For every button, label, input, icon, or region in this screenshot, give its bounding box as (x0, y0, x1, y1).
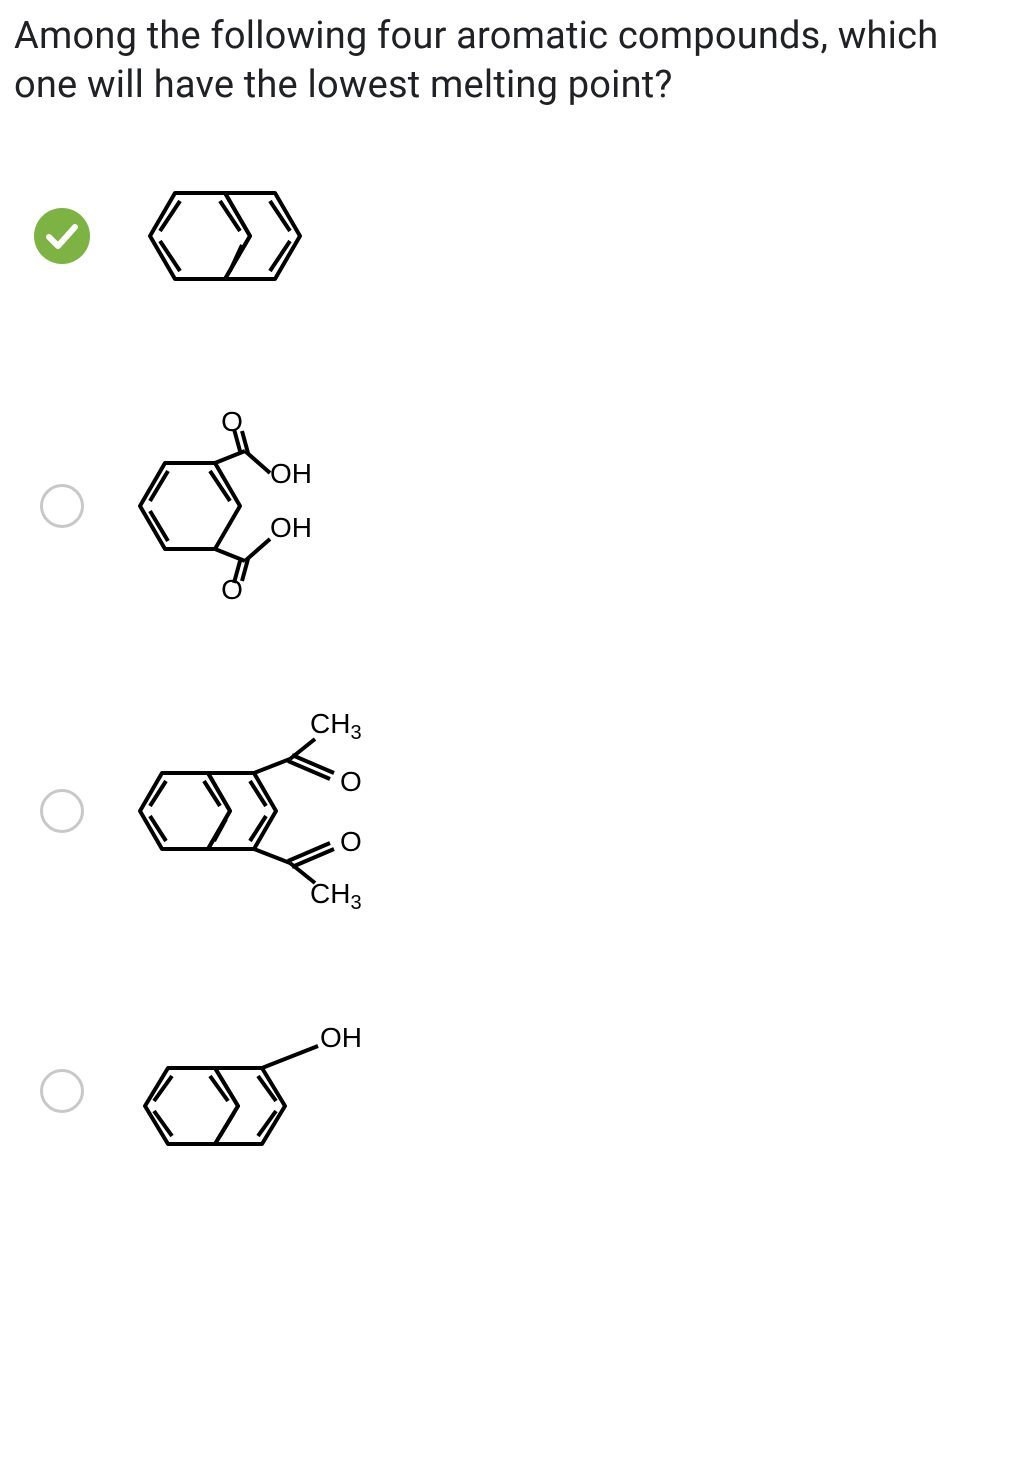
structure-naphthol: OH (120, 1021, 400, 1161)
option-naphthol[interactable]: OH (34, 1021, 1010, 1161)
option-naphthalene[interactable] (34, 171, 1010, 301)
structure-naphthalene (120, 171, 340, 301)
correct-indicator (34, 208, 90, 264)
structure-phthalic-acid: O OH OH O (120, 411, 360, 601)
options-list: O OH OH O (14, 171, 1010, 1161)
radio-empty-icon (40, 1069, 84, 1113)
option-phthalic-acid[interactable]: O OH OH O (34, 411, 1010, 601)
question-text: Among the following four aromatic compou… (14, 12, 1010, 111)
radio-indicator (34, 783, 90, 839)
structure-naphthalene-diacetyl: CH3 O O CH3 (120, 711, 420, 911)
label-oh: OH (320, 1022, 362, 1053)
label-o-top-r: O (340, 766, 362, 797)
label-o-top: O (221, 411, 243, 437)
checkmark-icon (34, 208, 90, 264)
radio-indicator (34, 1063, 90, 1119)
radio-empty-icon (40, 484, 84, 528)
label-oh-bot: OH (270, 512, 312, 543)
radio-empty-icon (40, 789, 84, 833)
label-o-bot-r: O (340, 826, 362, 857)
label-ch3-bot: CH3 (310, 878, 362, 911)
label-oh-top: OH (270, 458, 312, 489)
option-naphthalene-diacetyl[interactable]: CH3 O O CH3 (34, 711, 1010, 911)
label-o-bot: O (221, 574, 243, 601)
label-ch3-top: CH3 (310, 711, 362, 744)
radio-indicator (34, 478, 90, 534)
